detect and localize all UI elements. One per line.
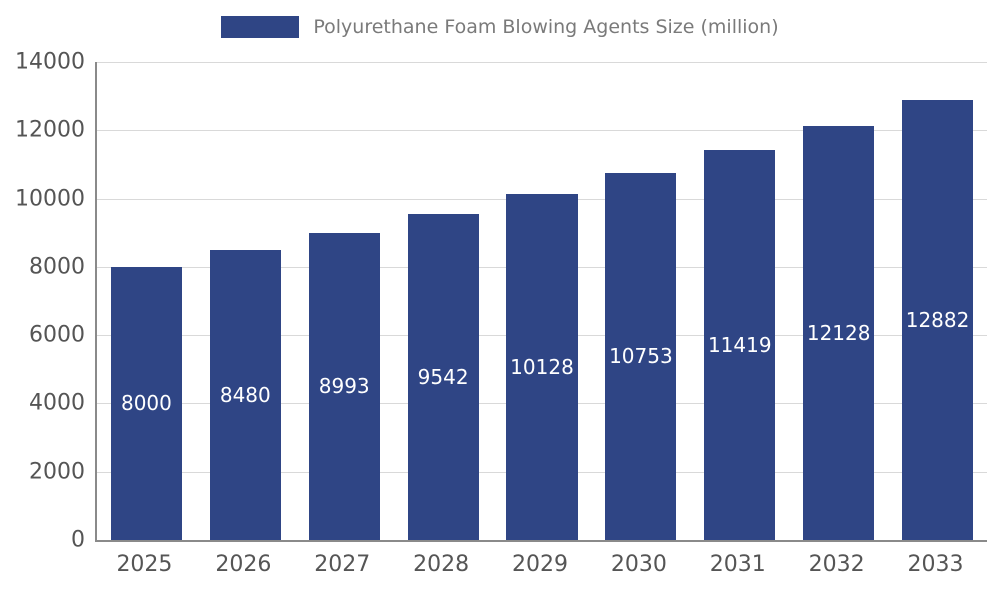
bar-2028: 9542 (407, 214, 479, 540)
bar-value-label: 10128 (510, 355, 574, 380)
legend-title: Polyurethane Foam Blowing Agents Size (m… (313, 16, 779, 38)
x-tick-label: 2033 (907, 552, 964, 577)
bar-value-label: 9542 (417, 365, 469, 390)
bar-value-label: 12128 (806, 320, 871, 345)
x-tick-label: 2030 (610, 552, 667, 577)
bar-2031: 11419 (704, 150, 776, 540)
x-tick-label: 2029 (512, 552, 568, 577)
bar-2030: 10753 (605, 172, 677, 540)
x-tick-label: 2028 (413, 552, 470, 577)
bar-2033: 12882 (901, 100, 974, 540)
x-tick-label: 2032 (808, 552, 865, 577)
chart-legend: Polyurethane Foam Blowing Agents Size (m… (0, 16, 1000, 38)
bar-2029: 10128 (506, 194, 578, 540)
y-tick-label: 2000 (29, 459, 85, 485)
y-tick-label: 0 (71, 527, 85, 553)
gridline (97, 130, 987, 132)
bar-value-label: 8993 (318, 374, 370, 399)
bar-2032: 12128 (803, 125, 875, 540)
gridline (97, 62, 987, 63)
y-tick-label: 6000 (29, 322, 85, 348)
bar-2027: 8993 (308, 232, 380, 540)
bar-2025: 8000 (110, 266, 183, 540)
x-tick-label: 2031 (709, 552, 766, 577)
y-tick-label: 12000 (15, 117, 85, 143)
bar-value-label: 8000 (120, 391, 172, 416)
x-tick-label: 2026 (215, 552, 272, 577)
y-tick-label: 14000 (15, 49, 85, 75)
y-tick-label: 4000 (29, 390, 85, 416)
y-tick-label: 10000 (15, 186, 85, 212)
x-tick-label: 2025 (116, 552, 173, 577)
bar-value-label: 11419 (707, 333, 772, 358)
legend-swatch (221, 16, 300, 38)
y-tick-label: 8000 (29, 254, 85, 280)
bar-2026: 8480 (209, 250, 281, 540)
bar-value-label: 12882 (905, 308, 970, 333)
bar-value-label: 8480 (219, 383, 271, 408)
x-tick-label: 2027 (314, 552, 371, 577)
bar-value-label: 10753 (609, 344, 673, 369)
plot-area: 8000 8480 8993 9542 10128 10753 11419 12128 1288… (95, 62, 987, 542)
